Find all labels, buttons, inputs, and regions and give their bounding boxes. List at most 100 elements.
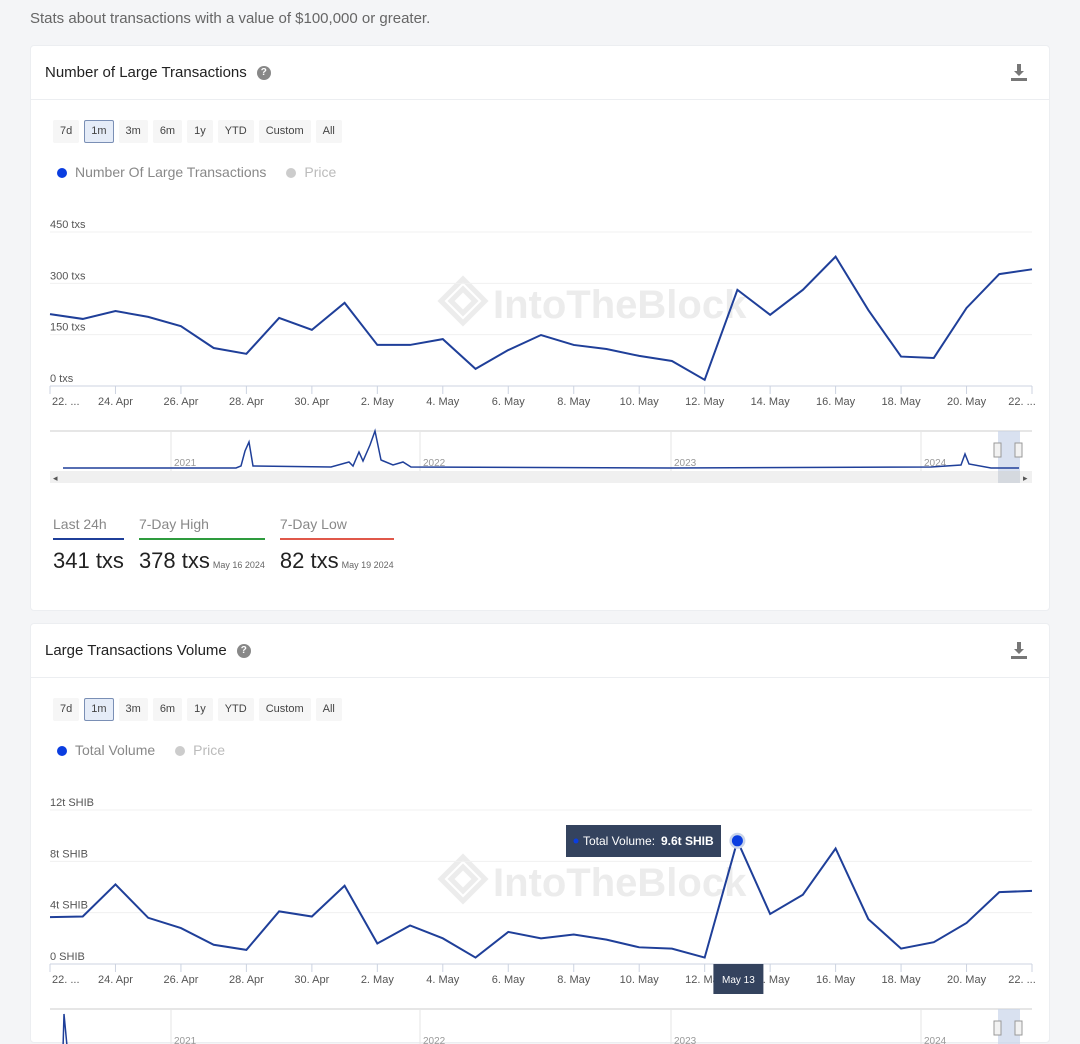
x-tick-label: 4. May: [426, 974, 460, 986]
range-button-ytd[interactable]: YTD: [217, 120, 254, 143]
navigator-handle[interactable]: [1014, 442, 1023, 458]
stat-label: 7-Day High: [138, 516, 265, 540]
x-tick-label: 18. May: [881, 396, 921, 408]
page-subtitle: Stats about transactions with a value of…: [30, 10, 431, 27]
data-point: [112, 308, 118, 314]
range-button-6m[interactable]: 6m: [152, 120, 183, 143]
card-title: Large Transactions Volume: [45, 642, 227, 659]
range-selector: 7d 1m 3m 6m 1y YTD Custom All: [53, 120, 342, 143]
help-icon[interactable]: ?: [236, 643, 251, 658]
data-point: [473, 366, 479, 372]
navigator-series-line: [62, 1013, 68, 1044]
download-icon[interactable]: [1011, 64, 1027, 82]
chart-legend: Number Of Large Transactions Price: [57, 164, 336, 180]
range-button-1m[interactable]: 1m: [84, 698, 114, 721]
intotheblock-watermark: IntoTheBlock: [437, 853, 747, 905]
range-button-6m[interactable]: 6m: [152, 698, 183, 721]
stat-date: May 19 2024: [341, 560, 394, 570]
legend-label: Total Volume: [75, 742, 156, 758]
range-button-1y[interactable]: 1y: [187, 120, 213, 143]
data-point: [309, 914, 315, 920]
data-point: [898, 946, 904, 952]
hover-point: [731, 835, 743, 847]
navigator-handle[interactable]: [993, 442, 1002, 458]
data-point: [342, 883, 348, 889]
x-tick-label: 28. Apr: [229, 396, 264, 408]
data-point: [800, 287, 806, 293]
navigator-handle[interactable]: [993, 1020, 1002, 1036]
range-button-all[interactable]: All: [315, 698, 342, 721]
tooltip-value: 9.6t SHIB: [661, 834, 714, 848]
y-tick-label: 150 txs: [50, 322, 86, 334]
navigator-year-label: 2023: [674, 1036, 697, 1044]
data-point: [636, 353, 642, 359]
data-point: [276, 315, 282, 321]
download-icon[interactable]: [1011, 642, 1027, 660]
data-point: [996, 271, 1002, 277]
data-point: [669, 946, 675, 952]
x-tick-label: 22. ...: [52, 974, 80, 986]
data-point: [865, 916, 871, 922]
data-point: [407, 923, 413, 929]
help-icon[interactable]: ?: [256, 65, 271, 80]
data-point: [538, 935, 544, 941]
data-point: [145, 314, 151, 320]
stat-7day-high: 7-Day High 378 txs May 16 2024: [138, 516, 265, 574]
price-dot-icon: [286, 168, 297, 179]
range-button-custom[interactable]: Custom: [258, 120, 311, 143]
chart-legend: Total Volume Price: [57, 742, 225, 758]
range-button-custom[interactable]: Custom: [258, 698, 311, 721]
data-point: [898, 354, 904, 360]
stat-last-24h: Last 24h 341 txs: [53, 516, 124, 574]
y-tick-label: 0 txs: [50, 373, 74, 385]
range-button-7d[interactable]: 7d: [53, 698, 80, 721]
range-button-ytd[interactable]: YTD: [217, 698, 254, 721]
watermark-text: IntoTheBlock: [493, 861, 747, 905]
data-point: [833, 846, 839, 852]
navigator-year-label: 2021: [174, 458, 197, 469]
data-point: [931, 939, 937, 945]
y-tick-label: 450 txs: [50, 219, 86, 231]
range-button-7d[interactable]: 7d: [53, 120, 80, 143]
range-button-3m[interactable]: 3m: [118, 120, 148, 143]
range-button-1m[interactable]: 1m: [84, 120, 114, 143]
data-point: [767, 312, 773, 318]
range-button-1y[interactable]: 1y: [187, 698, 213, 721]
x-tick-label: 2. May: [361, 396, 395, 408]
x-tick-label: 22. ...: [52, 396, 80, 408]
range-button-3m[interactable]: 3m: [118, 698, 148, 721]
series-dot-icon: [57, 746, 67, 757]
stat-label: Last 24h: [53, 516, 124, 540]
navigator-scroll-thumb[interactable]: [998, 471, 1020, 483]
stat-7day-low: 7-Day Low 82 txs May 19 2024: [279, 516, 394, 574]
card-header: Number of Large Transactions ?: [31, 46, 1049, 100]
data-point: [178, 323, 184, 329]
y-tick-label: 12t SHIB: [50, 797, 94, 809]
x-tick-label: 30. Apr: [294, 396, 329, 408]
data-point: [407, 342, 413, 348]
legend-label: Price: [304, 164, 337, 180]
legend-item-price[interactable]: Price: [175, 742, 225, 758]
navigator-series-line: [63, 428, 1019, 469]
data-point: [47, 311, 53, 317]
data-point: [833, 254, 839, 260]
data-point: [145, 915, 151, 921]
tooltip-label: Total Volume:: [583, 834, 655, 848]
watermark-logo-icon: [437, 853, 489, 905]
x-tick-label: 2. May: [361, 974, 395, 986]
data-point: [211, 345, 217, 351]
y-tick-label: 4t SHIB: [50, 900, 88, 912]
legend-item-series[interactable]: Total Volume: [57, 742, 155, 758]
data-point: [47, 914, 53, 920]
navigator-handle[interactable]: [1014, 1020, 1023, 1036]
legend-item-price[interactable]: Price: [286, 164, 336, 180]
price-dot-icon: [175, 746, 186, 757]
legend-item-series[interactable]: Number Of Large Transactions: [57, 164, 266, 180]
range-button-all[interactable]: All: [315, 120, 342, 143]
data-point: [603, 937, 609, 943]
data-point: [505, 347, 511, 353]
x-tick-label: 14. May: [751, 396, 791, 408]
navigator-year-label: 2024: [924, 1036, 947, 1044]
navigator-year-label: 2021: [174, 1036, 197, 1044]
data-point: [243, 947, 249, 953]
